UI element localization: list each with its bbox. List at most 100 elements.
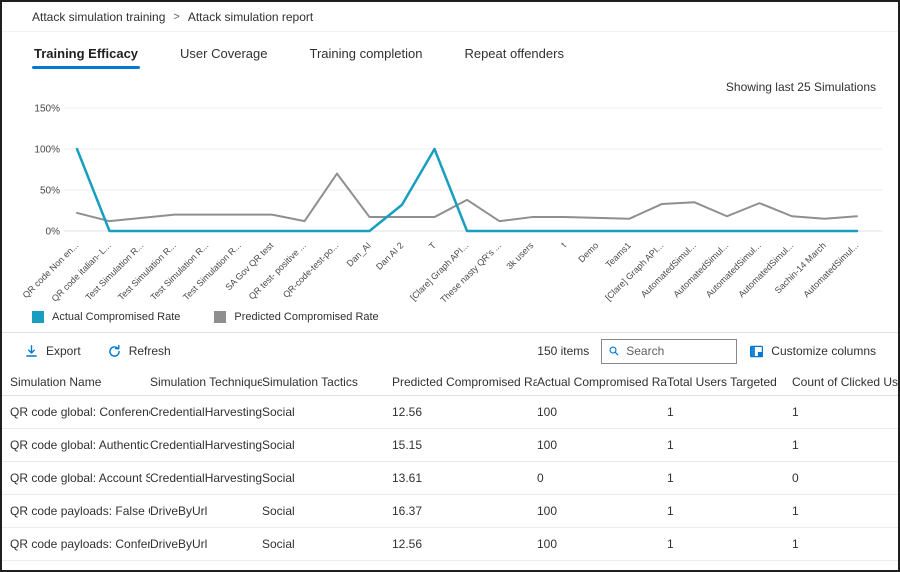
- report-tabs: Training Efficacy User Coverage Training…: [2, 32, 898, 74]
- x-tick-label: Demo: [576, 240, 600, 264]
- x-tick-label: AutomatedSimul...: [639, 240, 698, 299]
- table-cell: 12.56: [392, 405, 423, 419]
- x-tick-label: Teams1: [604, 240, 633, 269]
- table-header: Simulation Name Simulation Technique Sim…: [2, 369, 898, 396]
- table-cell: CredentialHarvesting: [150, 471, 262, 485]
- tab-repeat-offenders[interactable]: Repeat offenders: [464, 45, 564, 61]
- table-row[interactable]: QR code global: Authentic... CredentialHa…: [2, 429, 898, 462]
- legend-actual-compromised-rate: Actual Compromised Rate: [32, 311, 180, 323]
- x-tick-label: Dan AI 2: [374, 240, 405, 271]
- x-tick-label: AutomatedSimul...: [671, 240, 730, 299]
- table-cell: Social: [262, 537, 295, 551]
- x-tick-label: t: [559, 240, 568, 249]
- refresh-icon: [108, 344, 120, 357]
- customize-columns-button[interactable]: Customize columns: [749, 344, 876, 359]
- table-cell: 1: [792, 537, 799, 551]
- x-tick-label: [Clare] Graph API...: [603, 240, 665, 302]
- table-cell: 1: [667, 537, 674, 551]
- table-cell: DriveByUrl: [150, 537, 208, 551]
- table-cell: QR code payloads: False Ch...: [10, 504, 150, 518]
- table-cell: 100: [537, 537, 558, 551]
- table-cell: 1: [667, 405, 674, 419]
- x-tick-label: QR test- positive ...: [247, 240, 308, 301]
- breadcrumb-attack-simulation-report: Attack simulation report: [187, 9, 314, 24]
- refresh-button[interactable]: Refresh: [107, 344, 171, 359]
- breadcrumb-separator-icon: >: [173, 10, 180, 23]
- chart-note: Showing last 25 Simulations: [725, 80, 876, 94]
- tab-user-coverage[interactable]: User Coverage: [180, 45, 268, 61]
- breadcrumb-attack-simulation-training[interactable]: Attack simulation training: [32, 9, 166, 24]
- table-cell: 100: [537, 405, 558, 419]
- toolbar-right: 150 items Customize columns: [537, 338, 876, 364]
- search-icon: [609, 346, 619, 356]
- table-cell: QR code payloads: Confere...: [10, 537, 150, 551]
- x-tick-label: These nasty QR's ...: [438, 240, 503, 305]
- x-tick-label: AutomatedSimul...: [704, 240, 763, 299]
- column-header-count-of-clicked-users[interactable]: Count of Clicked Users: [792, 375, 898, 389]
- x-tick-label: Test Simulation R...: [84, 240, 146, 302]
- section-divider: [2, 332, 898, 333]
- search-box[interactable]: [601, 338, 738, 364]
- column-header-total-users-targeted[interactable]: Total Users Targeted: [667, 375, 777, 389]
- table-cell: 13.61: [392, 471, 423, 485]
- x-tick-label: Test Simulation R...: [116, 240, 178, 302]
- table-cell: QR code global: Conferenc...: [10, 405, 150, 419]
- x-tick-label: QR code Non en...: [21, 240, 81, 300]
- table-cell: 1: [792, 504, 799, 518]
- table-cell: Social: [262, 438, 295, 452]
- chart-area: 0% 50% 100% 150% QR code Non en... QR code it…: [2, 96, 898, 308]
- column-header-simulation-name[interactable]: Simulation Name: [10, 375, 102, 389]
- legend-label: Actual Compromised Rate: [52, 311, 181, 323]
- legend-label: Predicted Compromised Rate: [234, 311, 379, 323]
- table-cell: CredentialHarvesting: [150, 405, 262, 419]
- y-tick-label: 50%: [40, 186, 60, 197]
- x-tick-label: AutomatedSimul...: [801, 240, 860, 299]
- table-cell: 1: [667, 504, 674, 518]
- y-tick-label: 100%: [34, 145, 60, 156]
- table-cell: Social: [262, 504, 295, 518]
- column-header-simulation-technique[interactable]: Simulation Technique: [150, 375, 262, 389]
- table-body: QR code global: Conferenc... CredentialHa…: [2, 396, 898, 561]
- table-cell: 12.56: [392, 537, 423, 551]
- table-cell: 1: [667, 438, 674, 452]
- efficacy-chart: 0% 50% 100% 150% QR code Non en...QR code it…: [21, 104, 882, 305]
- series-line-actual: [75, 147, 859, 233]
- table-cell: 16.37: [392, 504, 423, 518]
- table-toolbar: Export Refresh 150 items: [2, 333, 898, 369]
- table-row[interactable]: QR code global: Conferenc... CredentialHa…: [2, 396, 898, 429]
- tab-training-efficacy[interactable]: Training Efficacy: [32, 40, 141, 69]
- search-input[interactable]: [626, 344, 731, 358]
- column-header-simulation-tactics[interactable]: Simulation Tactics: [262, 375, 358, 389]
- export-button[interactable]: Export: [24, 344, 81, 359]
- x-tick-label: 3k users: [504, 240, 535, 271]
- column-header-actual-compromised-rate[interactable]: Actual Compromised Rate: [537, 375, 667, 389]
- x-tick-label: QR-code-test-po...: [281, 240, 340, 299]
- series-line-predicted: [76, 172, 858, 223]
- x-tick-label: Test Simulation R...: [149, 240, 211, 302]
- toolbar-actions: Export Refresh: [24, 344, 171, 359]
- table-cell: QR code global: Account S...: [10, 471, 150, 485]
- table-row[interactable]: QR code global: Account S... CredentialHa…: [2, 462, 898, 495]
- table-cell: 15.15: [392, 438, 423, 452]
- table-row[interactable]: QR code payloads: False Ch...DriveByUrl S…: [2, 495, 898, 528]
- y-tick-label: 150%: [34, 104, 60, 115]
- table-row[interactable]: QR code payloads: Confere...DriveByUrl So…: [2, 528, 898, 561]
- table-cell: 1: [792, 405, 799, 419]
- tab-training-completion[interactable]: Training completion: [309, 45, 423, 61]
- download-icon: [26, 344, 37, 357]
- customize-columns-label: Customize columns: [771, 344, 876, 358]
- column-header-predicted-compromised-rate[interactable]: Predicted Compromised Rate: [392, 375, 537, 389]
- table-cell: 0: [537, 471, 544, 485]
- actual-rate-swatch-icon: [32, 311, 44, 323]
- x-tick-label: Test Simulation R...: [181, 240, 243, 302]
- table-cell: Social: [262, 405, 295, 419]
- x-tick-label: T: [427, 240, 438, 251]
- x-tick-label: QR code italian- L...: [50, 240, 113, 303]
- legend-predicted-compromised-rate: Predicted Compromised Rate: [214, 311, 379, 323]
- customize-columns-icon: [750, 345, 764, 357]
- x-tick-label: AutomatedSimul...: [736, 240, 795, 299]
- chart-legend: Actual Compromised Rate Predicted Compro…: [32, 308, 898, 326]
- table-cell: 100: [537, 438, 558, 452]
- x-tick-label: [Clare] Graph API...: [408, 240, 470, 302]
